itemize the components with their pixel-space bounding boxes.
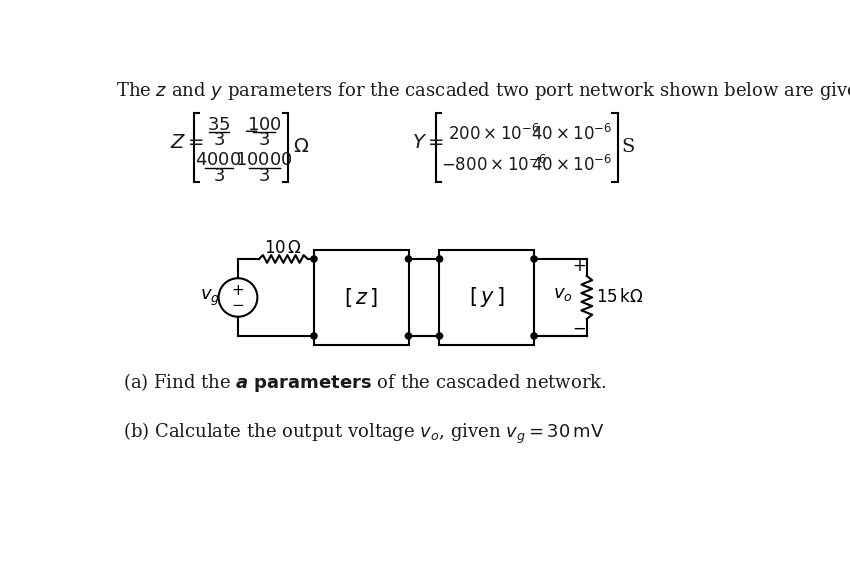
Text: $40\times10^{-6}$: $40\times10^{-6}$ — [530, 124, 612, 144]
Text: $Y =$: $Y =$ — [412, 134, 445, 152]
Text: $200\times10^{-6}$: $200\times10^{-6}$ — [448, 124, 540, 144]
Text: $v_g$: $v_g$ — [200, 287, 220, 308]
Text: $100$: $100$ — [246, 116, 282, 134]
Text: $10000$: $10000$ — [235, 151, 293, 169]
Text: $+$: $+$ — [231, 284, 245, 298]
Circle shape — [311, 256, 317, 262]
Text: $-$: $-$ — [572, 320, 586, 337]
Text: (b) Calculate the output voltage $v_o$, given $v_g = 30\,\mathrm{mV}$: (b) Calculate the output voltage $v_o$, … — [123, 421, 604, 446]
Circle shape — [436, 256, 443, 262]
Text: $Z =$: $Z =$ — [170, 134, 204, 152]
Circle shape — [311, 333, 317, 339]
Text: $3$: $3$ — [258, 167, 270, 185]
Bar — [314, 250, 409, 345]
Text: $-800\times10^{-6}$: $-800\times10^{-6}$ — [441, 155, 547, 175]
Text: $3$: $3$ — [258, 131, 270, 149]
Text: $[\,z\,]$: $[\,z\,]$ — [344, 286, 378, 309]
Circle shape — [531, 333, 537, 339]
Circle shape — [405, 256, 411, 262]
Text: $40\times10^{-6}$: $40\times10^{-6}$ — [530, 155, 612, 175]
Circle shape — [531, 256, 537, 262]
Text: $-$: $-$ — [231, 298, 245, 311]
Text: $3$: $3$ — [212, 167, 224, 185]
Text: The $z$ and $y$ parameters for the cascaded two port network shown below are giv: The $z$ and $y$ parameters for the casca… — [116, 80, 850, 101]
Text: $10\,\Omega$: $10\,\Omega$ — [264, 240, 303, 257]
Text: $\Omega$: $\Omega$ — [293, 138, 309, 156]
Text: $35$: $35$ — [207, 116, 230, 134]
Text: $4000$: $4000$ — [196, 151, 242, 169]
Circle shape — [405, 333, 411, 339]
Text: $v_o$: $v_o$ — [553, 285, 573, 302]
Text: $[\,y\,]$: $[\,y\,]$ — [469, 285, 505, 309]
Text: $+$: $+$ — [572, 258, 586, 275]
Text: (a) Find the $\boldsymbol{a}$ $\mathbf{parameters}$ of the cascaded network.: (a) Find the $\boldsymbol{a}$ $\mathbf{p… — [123, 370, 607, 394]
Text: $3$: $3$ — [212, 131, 224, 149]
Text: $-$: $-$ — [243, 121, 258, 139]
Circle shape — [436, 333, 443, 339]
Text: S: S — [621, 138, 635, 156]
Text: $15\,\mathrm{k}\Omega$: $15\,\mathrm{k}\Omega$ — [596, 288, 643, 306]
Bar — [439, 250, 534, 345]
